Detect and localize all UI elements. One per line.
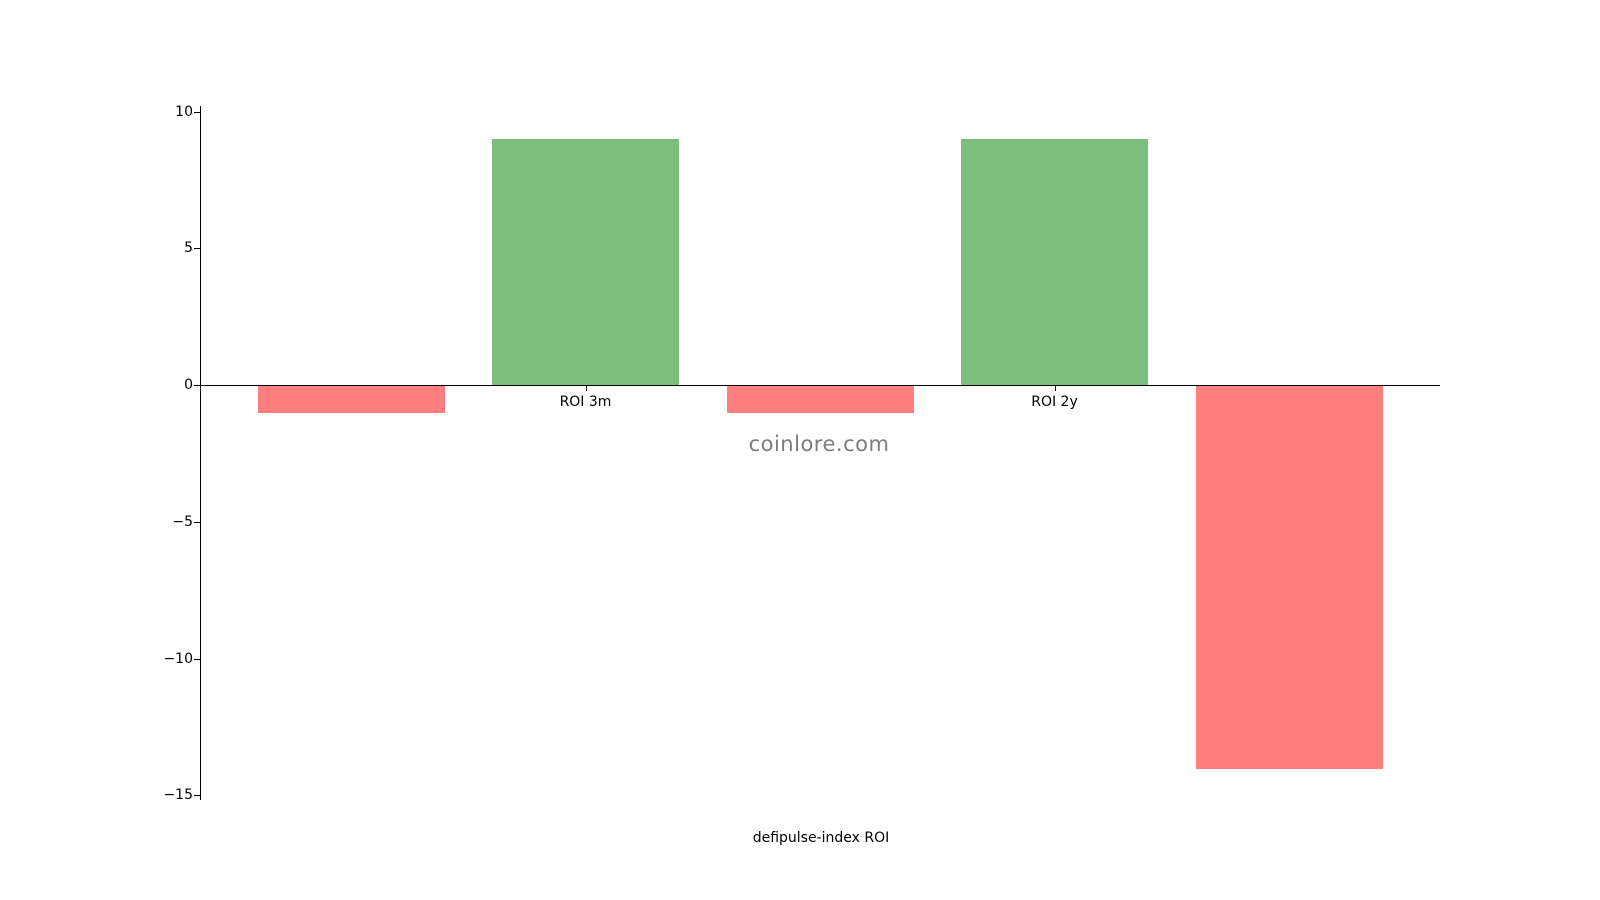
- y-tick-label: 10: [175, 103, 193, 120]
- bar-roi-3m: [492, 138, 679, 385]
- x-tick-mark: [585, 385, 587, 391]
- bar-unlabeled-2: [726, 386, 914, 414]
- y-tick-label: −10: [163, 650, 193, 667]
- x-tick-label: ROI 3m: [559, 394, 612, 410]
- y-tick-mark: [194, 111, 200, 113]
- x-tick-label: ROI 2y: [1031, 394, 1078, 410]
- x-axis-zero-line: [200, 385, 1440, 386]
- y-tick-mark: [194, 795, 200, 797]
- watermark-text: coinlore.com: [748, 432, 890, 456]
- y-tick-mark: [194, 658, 200, 660]
- y-tick-mark: [194, 248, 200, 250]
- bar-roi-2y: [961, 138, 1148, 385]
- bar-unlabeled-0: [257, 386, 445, 414]
- y-tick-label: 5: [184, 240, 193, 257]
- y-tick-mark: [194, 385, 200, 386]
- y-tick-label: −15: [163, 787, 193, 804]
- x-axis-title: defipulse-index ROI: [752, 830, 890, 846]
- y-tick-mark: [194, 521, 200, 523]
- bar-unlabeled-4: [1195, 386, 1383, 769]
- y-axis-spine: [200, 106, 201, 800]
- y-tick-label: −5: [172, 513, 193, 530]
- y-tick-label: 0: [184, 377, 193, 393]
- x-tick-mark: [1054, 385, 1056, 391]
